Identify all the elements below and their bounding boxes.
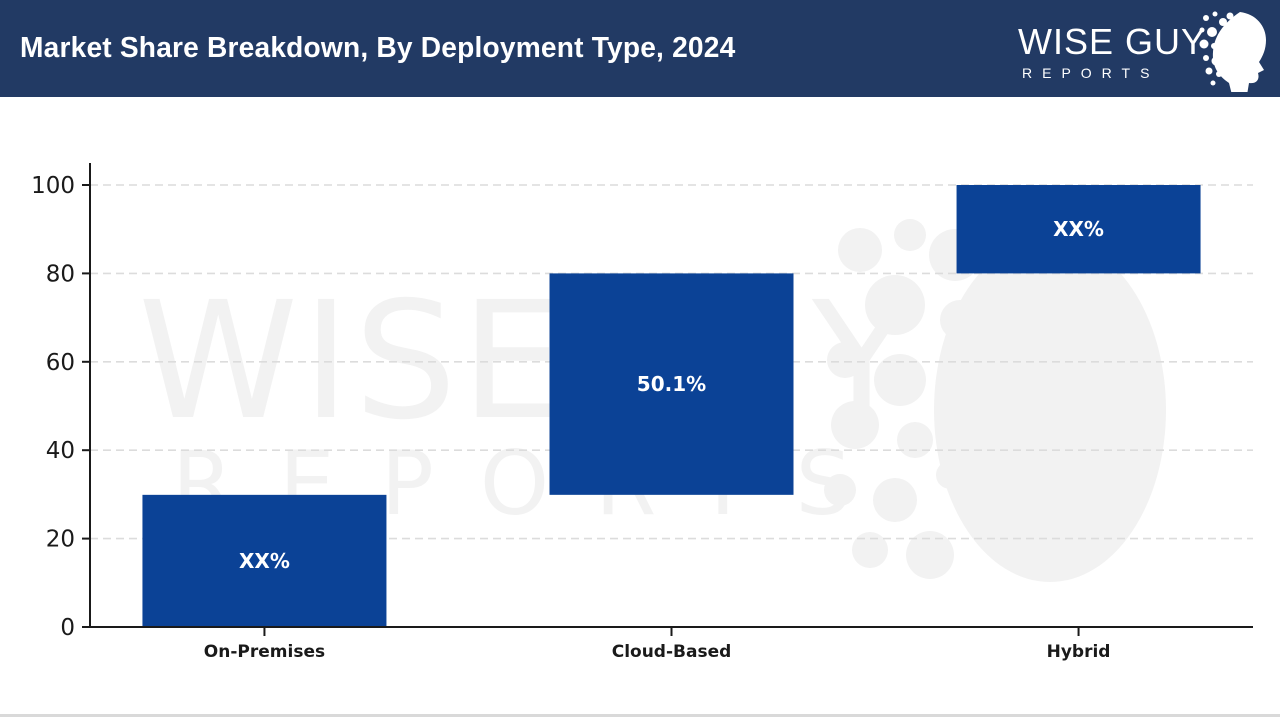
- header-bar: Market Share Breakdown, By Deployment Ty…: [0, 0, 1280, 97]
- bar-value-label: XX%: [239, 549, 290, 573]
- y-tick-label-0: 0: [60, 615, 75, 641]
- y-tick-label-100: 100: [31, 173, 75, 199]
- bar-value-label: XX%: [1053, 217, 1104, 241]
- x-category-label: Cloud-Based: [612, 642, 732, 662]
- logo-brand-text: WISE GUY: [1018, 21, 1206, 62]
- y-tick-label-40: 40: [46, 438, 75, 464]
- y-tick-label-60: 60: [46, 350, 75, 376]
- logo-sub-text: REPORTS: [1022, 65, 1159, 81]
- wiseguy-reports-logo: WISE GUY REPORTS: [1018, 11, 1266, 92]
- y-tick-label-20: 20: [46, 527, 75, 553]
- chart-title: Market Share Breakdown, By Deployment Ty…: [20, 32, 736, 64]
- x-category-label: Hybrid: [1047, 642, 1111, 662]
- logo-head-dots-icon: [1199, 11, 1266, 92]
- bar-hybrid: [956, 185, 1201, 274]
- bar-cloud-based: [549, 273, 794, 495]
- x-category-label: On-Premises: [204, 642, 325, 662]
- y-tick-label-80: 80: [46, 261, 75, 287]
- bar-on-premises: [142, 494, 387, 627]
- watermark-head-dots-graphic: [824, 212, 1166, 582]
- bottom-divider: [0, 714, 1280, 717]
- bar-value-label: 50.1%: [637, 372, 706, 396]
